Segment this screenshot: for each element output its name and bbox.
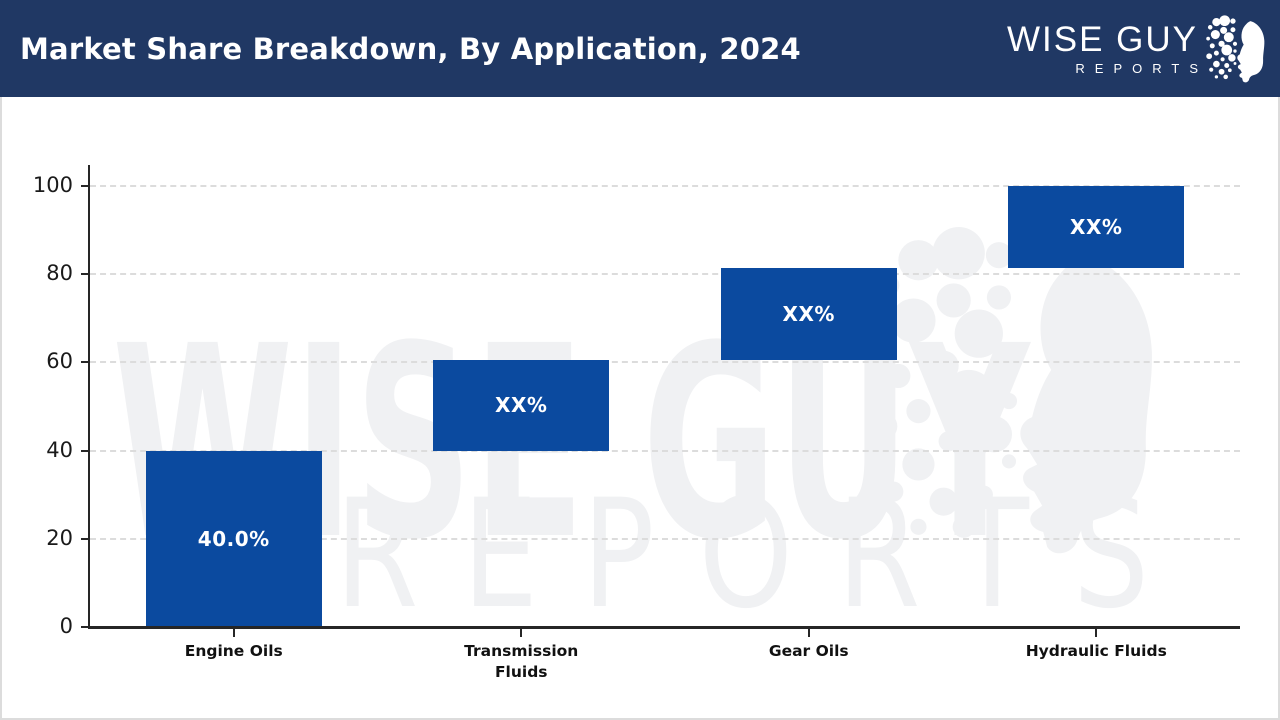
gridline [90,185,1240,187]
page-border-bottom [0,718,1280,720]
y-tick-label: 40 [46,437,73,462]
logo-wordmark-line1: WISE GUY [1006,19,1198,59]
x-tick-label: Hydraulic Fluids [1025,642,1167,660]
x-tick-label: Transmission Fluids [464,642,579,681]
gridline [90,537,1240,540]
chart-area: WISE GUY REPORTS 0 20 40 60 80 100 40.0% Engine… [0,97,1280,720]
y-tick-mark [81,449,90,452]
x-axis-line [88,626,1240,629]
bar-value-label: XX% [1070,214,1123,239]
logo-wordmark: WISE GUY REPORTS [1007,22,1198,76]
page-border-right [1278,97,1280,720]
y-tick-mark [81,537,90,540]
header: Market Share Breakdown, By Application, … [0,0,1280,97]
y-tick-label: 60 [46,349,73,374]
gridline [90,361,1240,364]
y-tick-mark [81,361,90,364]
y-tick-mark [81,273,90,276]
y-tick-mark [81,626,90,628]
y-tick-label: 20 [46,525,73,550]
watermark-text-line2: REPORTS [335,468,1194,642]
bar-value-label: XX% [495,393,548,418]
y-axis-line [88,165,90,629]
logo-head-icon [1204,8,1266,90]
x-tick-label: Engine Oils [184,642,283,660]
bar-value-label: XX% [782,301,835,326]
gridline [90,273,1240,276]
x-tick-mark [232,629,235,637]
page-border-left [0,97,2,720]
bar-engine-oils: 40.0% [145,450,322,627]
logo-wordmark-line2: REPORTS [1075,60,1208,76]
x-tick-mark [1095,629,1098,637]
x-tick-mark [807,629,810,637]
page-title: Market Share Breakdown, By Application, … [20,31,801,66]
brand-logo: WISE GUY REPORTS [1007,8,1280,90]
y-tick-label: 80 [46,261,73,286]
x-tick-label: Gear Oils [768,642,849,660]
x-tick-mark [520,629,523,637]
bar-transmission-fluids: XX% [433,360,610,451]
gridline [90,449,1240,452]
bar-hydraulic-fluids: XX% [1008,186,1185,268]
bar-gear-oils: XX% [720,267,897,361]
y-tick-label: 100 [32,173,73,197]
y-tick-mark [81,185,90,187]
bar-value-label: 40.0% [197,526,270,551]
y-tick-label: 0 [59,614,73,638]
